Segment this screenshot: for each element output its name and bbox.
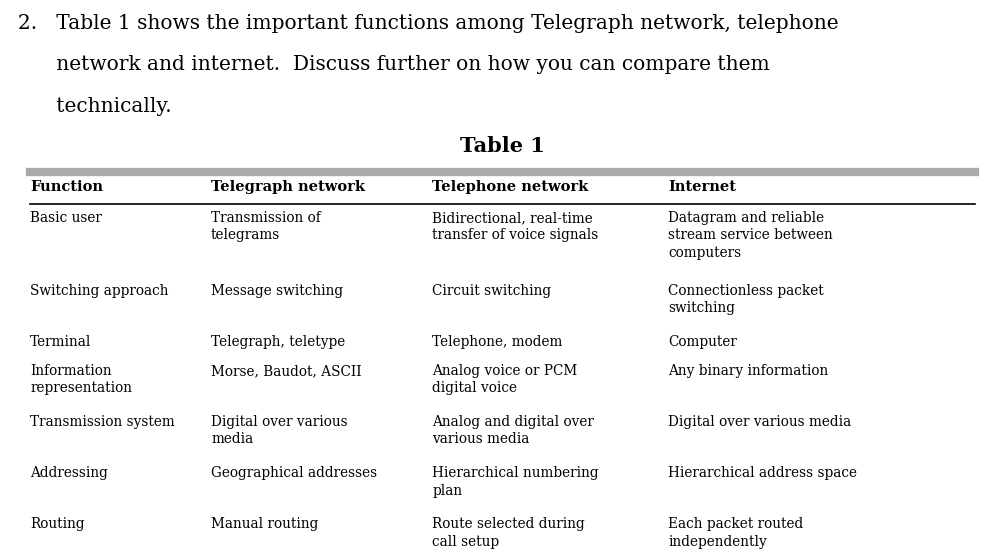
Text: 2.   Table 1 shows the important functions among Telegraph network, telephone: 2. Table 1 shows the important functions… — [18, 14, 839, 33]
Text: Digital over various
media: Digital over various media — [211, 415, 348, 446]
Text: Manual routing: Manual routing — [211, 517, 319, 531]
Text: Geographical addresses: Geographical addresses — [211, 466, 377, 480]
Text: Telegraph, teletype: Telegraph, teletype — [211, 335, 346, 349]
Text: network and internet.  Discuss further on how you can compare them: network and internet. Discuss further on… — [18, 56, 770, 74]
Text: Addressing: Addressing — [30, 466, 108, 480]
Text: Digital over various media: Digital over various media — [668, 415, 851, 429]
Text: Information
representation: Information representation — [30, 364, 132, 395]
Text: Terminal: Terminal — [30, 335, 91, 349]
Text: Telephone, modem: Telephone, modem — [432, 335, 563, 349]
Text: Table 1: Table 1 — [460, 136, 545, 156]
Text: Routing: Routing — [30, 517, 84, 531]
Text: Route selected during
call setup: Route selected during call setup — [432, 517, 585, 548]
Text: Transmission of
telegrams: Transmission of telegrams — [211, 211, 321, 242]
Text: Basic user: Basic user — [30, 211, 103, 225]
Text: Internet: Internet — [668, 180, 737, 194]
Text: Switching approach: Switching approach — [30, 284, 169, 298]
Text: Message switching: Message switching — [211, 284, 343, 298]
Text: Any binary information: Any binary information — [668, 364, 828, 378]
Text: technically.: technically. — [18, 97, 172, 116]
Text: Hierarchical address space: Hierarchical address space — [668, 466, 857, 480]
Text: Morse, Baudot, ASCII: Morse, Baudot, ASCII — [211, 364, 362, 378]
Text: Computer: Computer — [668, 335, 738, 349]
Text: Connectionless packet
switching: Connectionless packet switching — [668, 284, 824, 315]
Text: Each packet routed
independently: Each packet routed independently — [668, 517, 804, 548]
Text: Datagram and reliable
stream service between
computers: Datagram and reliable stream service bet… — [668, 211, 833, 260]
Text: Circuit switching: Circuit switching — [432, 284, 552, 298]
Text: Analog voice or PCM
digital voice: Analog voice or PCM digital voice — [432, 364, 578, 395]
Text: Hierarchical numbering
plan: Hierarchical numbering plan — [432, 466, 599, 497]
Text: Bidirectional, real-time
transfer of voice signals: Bidirectional, real-time transfer of voi… — [432, 211, 598, 242]
Text: Telephone network: Telephone network — [432, 180, 588, 194]
Text: Transmission system: Transmission system — [30, 415, 175, 429]
Text: Analog and digital over
various media: Analog and digital over various media — [432, 415, 594, 446]
Text: Telegraph network: Telegraph network — [211, 180, 365, 194]
Text: Function: Function — [30, 180, 104, 194]
